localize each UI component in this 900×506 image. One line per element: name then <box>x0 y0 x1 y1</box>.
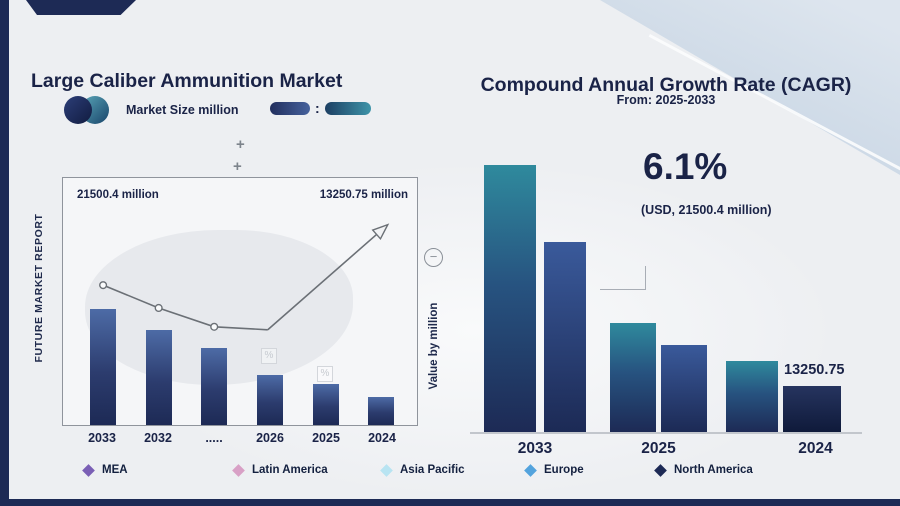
percent-watermark-icon: % <box>317 366 333 382</box>
x-axis-label: 2026 <box>256 431 284 445</box>
bottom-edge-bar <box>0 499 900 506</box>
background-shape-top-left <box>26 0 136 15</box>
y-axis-label-vertical: Value by million <box>428 302 440 390</box>
value-annotation-left: 21500.4 million <box>77 189 159 201</box>
cagr-chart: 13250.75 2033 2025 2024 <box>470 160 862 457</box>
market-size-bar-column <box>186 309 242 425</box>
cagr-value: 6.1% <box>643 146 728 187</box>
diamond-icon <box>524 463 537 477</box>
percent-watermark-icon: % <box>261 348 277 364</box>
teal-pill-icon <box>324 101 371 115</box>
diamond-icon <box>654 463 667 477</box>
left-edge-bar <box>0 0 9 506</box>
market-size-legend: Market Size million <box>64 94 239 126</box>
x-axis-label: 2024 <box>798 440 833 457</box>
plus-icon: + <box>233 158 242 175</box>
cagr-bar-2024-s2 <box>783 386 841 432</box>
sphere-navy-half <box>64 96 92 124</box>
x-axis-label: 2024 <box>368 431 396 445</box>
legend-region-label: Asia Pacific <box>400 464 465 476</box>
legend-region-label: Latin America <box>252 464 328 476</box>
diamond-icon <box>232 463 245 477</box>
market-size-legend-label: Market Size million <box>126 103 239 117</box>
diamond-icon <box>82 463 95 477</box>
market-size-bar-column <box>242 309 298 425</box>
minus-circle-icon: − <box>424 248 443 267</box>
legend-region-mea: MEA <box>82 459 128 481</box>
market-size-bar-column <box>298 309 354 425</box>
legend-region-north-america: North America <box>654 459 753 481</box>
region-legend: MEA Latin America Asia Pacific Europe North … <box>0 459 900 485</box>
cagr-title: Compound Annual Growth Rate (CAGR) <box>480 74 852 97</box>
value-annotation-right: 13250.75 million <box>319 189 408 201</box>
diamond-icon <box>380 463 393 477</box>
page-title: Large Caliber Ammunition Market <box>31 70 343 93</box>
market-size-bar-column <box>353 309 409 425</box>
market-size-bar-2024 <box>368 397 395 425</box>
cagr-note: (USD, 21500.4 million) <box>641 203 772 217</box>
cagr-bar-2025-s2 <box>661 345 707 432</box>
market-size-bar-..... <box>201 348 228 425</box>
market-size-bar-2025 <box>312 384 339 425</box>
x-axis-label: 2025 <box>312 431 340 445</box>
x-axis-label: 2033 <box>517 440 553 457</box>
pill-decoration: : <box>270 100 371 116</box>
x-axis-label: 2032 <box>144 431 172 445</box>
trend-line-arrow <box>99 223 390 331</box>
value-annotation-2024: 13250.75 <box>784 362 845 378</box>
market-size-bar-2033 <box>89 309 116 425</box>
pill-separator: : <box>315 100 320 116</box>
corner-line-decoration <box>600 266 646 290</box>
market-size-x-axis: 2033 2032..... 2026 2025 2024 <box>62 431 418 445</box>
market-size-bar-2026 <box>256 375 283 425</box>
legend-region-latin-america: Latin America <box>232 459 328 481</box>
cagr-subtitle: From: 2025-2033 <box>616 93 716 107</box>
cagr-bar-2025-s1 <box>610 323 656 432</box>
legend-region-europe: Europe <box>524 459 584 481</box>
x-axis-label: 2025 <box>641 440 676 457</box>
x-axis-label: 2033 <box>88 431 116 445</box>
legend-region-label: Europe <box>544 464 584 476</box>
x-axis-label: ..... <box>205 431 223 445</box>
market-size-bar-column <box>75 309 131 425</box>
cagr-bar-2024-s1 <box>726 361 778 432</box>
market-size-chart: 21500.4 million 13250.75 million % % <box>62 177 418 426</box>
sphere-icon <box>64 95 112 125</box>
legend-region-asia-pacific: Asia Pacific <box>380 459 465 481</box>
market-size-bars <box>75 309 409 425</box>
legend-region-label: North America <box>674 464 753 476</box>
legend-region-label: MEA <box>102 464 128 476</box>
navy-pill-icon <box>270 101 310 115</box>
market-size-bar-2032 <box>145 329 172 425</box>
cagr-bar-2033-s2 <box>544 242 586 432</box>
cagr-bar-2033-s1 <box>484 165 536 432</box>
plus-icon: + <box>236 136 245 153</box>
side-label-vertical: FUTURE MARKET REPORT <box>33 213 45 363</box>
market-size-bar-column <box>131 309 187 425</box>
